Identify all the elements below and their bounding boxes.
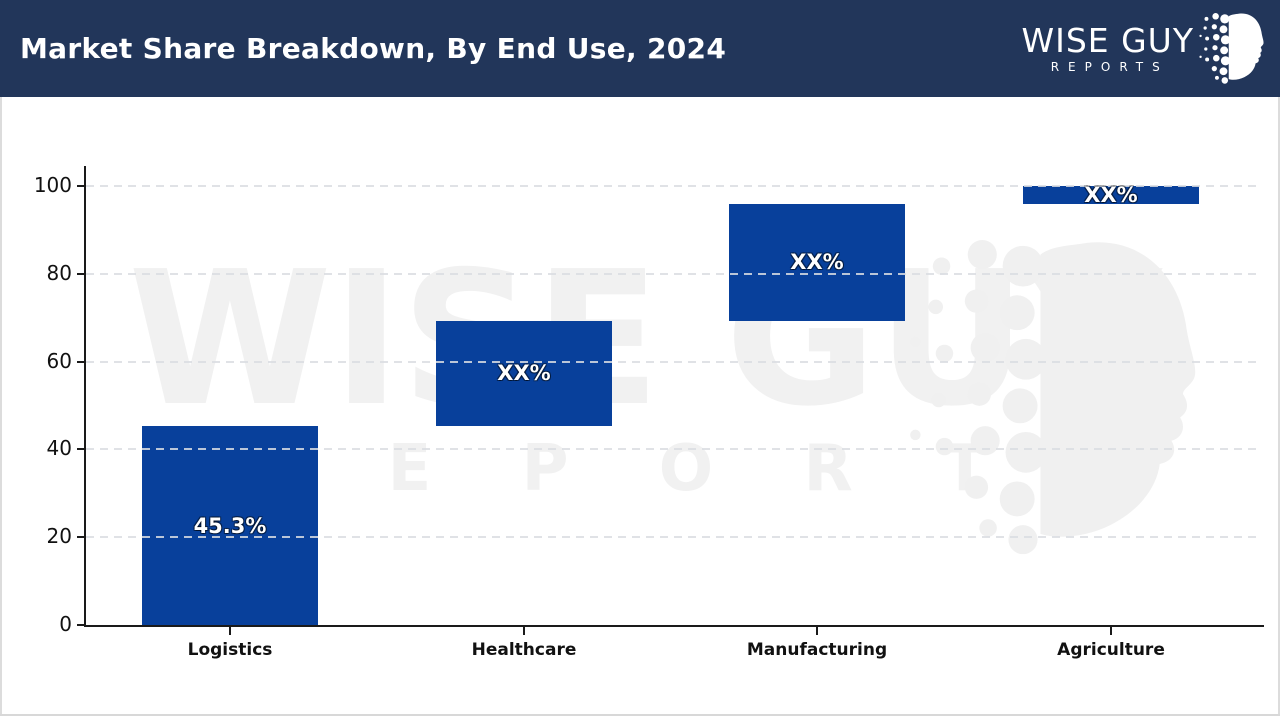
y-axis-tick — [77, 272, 84, 275]
frame-border-right — [1278, 97, 1280, 716]
y-tick-label: 60 — [46, 348, 72, 373]
x-axis-tick — [229, 627, 231, 635]
y-tick-label: 0 — [59, 612, 72, 636]
bar-segment-logistics — [142, 426, 318, 625]
y-tick-label: 40 — [46, 436, 72, 461]
wise-guy-reports-logo: WISE GUY REPORTS — [1021, 6, 1268, 92]
y-tick-label: 80 — [46, 260, 72, 285]
bar-segment-agriculture — [1023, 186, 1199, 204]
gridline — [86, 185, 1262, 187]
gridline — [86, 536, 1262, 539]
x-axis-label-healthcare: Healthcare — [471, 640, 577, 660]
x-axis-tick — [1110, 627, 1112, 635]
watermark: WISE GUY R E P O R T S — [0, 97, 1280, 720]
gridline — [86, 272, 1262, 275]
watermark-face-icon — [910, 240, 1196, 555]
x-axis-tick — [523, 627, 525, 635]
x-axis-label-manufacturing: Manufacturing — [746, 640, 888, 660]
x-axis-label-logistics: Logistics — [187, 640, 273, 660]
y-tick-label: 100 — [33, 173, 72, 197]
bar-segment-healthcare — [436, 320, 612, 427]
chart-title: Market Share Breakdown, By End Use, 2024 — [20, 32, 727, 65]
y-tick-label: 20 — [46, 524, 72, 549]
bar-value-label: XX% — [497, 361, 551, 386]
x-axis-line — [84, 625, 1264, 627]
y-axis-line — [84, 166, 86, 627]
bar-value-label: XX% — [790, 250, 844, 275]
frame-border-left — [0, 97, 2, 716]
y-axis-tick — [77, 448, 84, 451]
bar-value-label: XX% — [1084, 182, 1138, 207]
logo-wordmark: WISE GUY — [1021, 21, 1194, 61]
y-axis-tick — [77, 624, 84, 626]
bar-value-label: 45.3% — [193, 513, 267, 538]
logo-face-icon — [1199, 13, 1264, 84]
y-axis-tick — [77, 360, 84, 363]
logo-reports-text: REPORTS — [1050, 59, 1169, 74]
header-bar: Market Share Breakdown, By End Use, 2024… — [0, 0, 1280, 97]
x-axis-label-agriculture: Agriculture — [1057, 640, 1165, 660]
bar-segment-manufacturing — [729, 203, 905, 321]
frame-border-bottom — [0, 714, 1280, 716]
y-axis-tick — [77, 185, 84, 187]
gridline — [86, 360, 1262, 363]
logo-text: WISE GUY REPORTS — [1021, 24, 1194, 74]
y-axis-tick — [77, 536, 84, 539]
x-axis-tick — [816, 627, 818, 635]
gridline — [86, 448, 1262, 451]
